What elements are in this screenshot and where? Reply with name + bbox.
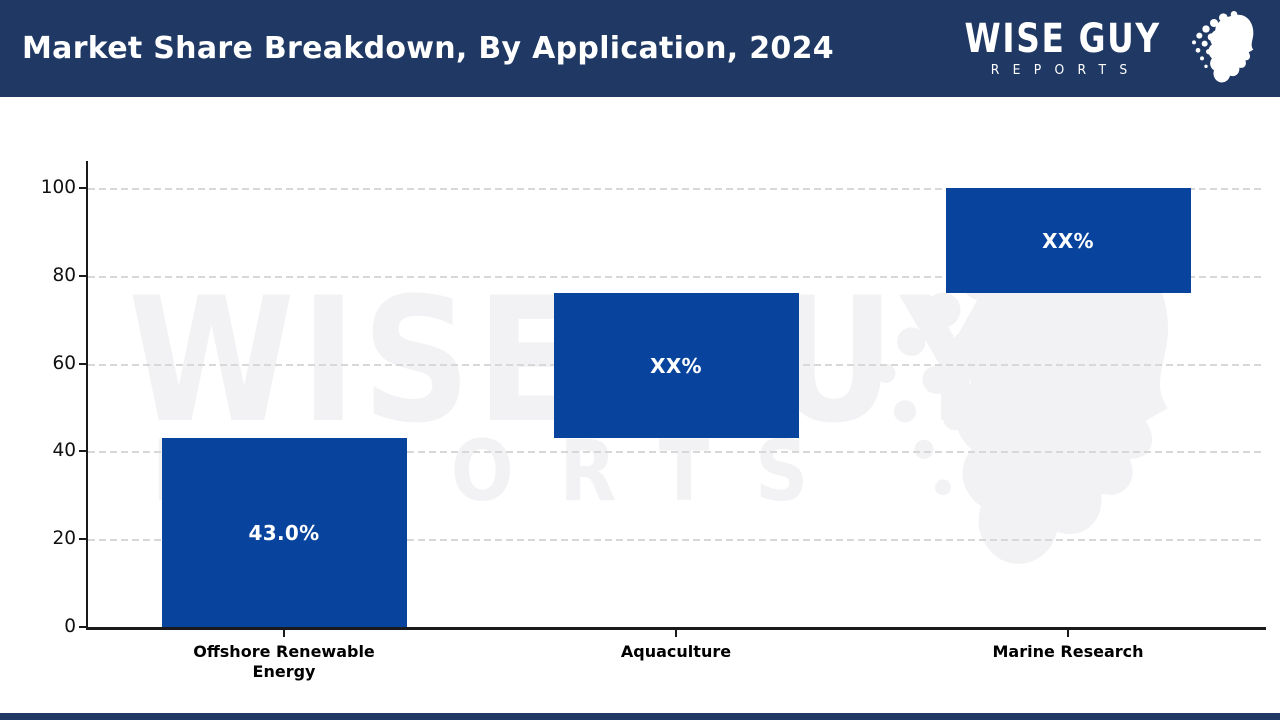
bar-value-label: XX% xyxy=(650,353,702,378)
bar-value-label: XX% xyxy=(1042,228,1094,253)
x-axis-line xyxy=(86,627,1266,630)
x-tick-mark xyxy=(1067,630,1069,637)
bar-segment: XX% xyxy=(553,293,799,439)
brand-name: WISE GUY xyxy=(964,16,1161,62)
y-tick-label: 0 xyxy=(64,616,76,637)
y-tick-label: 40 xyxy=(52,440,76,462)
y-tick-mark xyxy=(79,187,86,189)
brand-logo: WISE GUY REPORTS xyxy=(943,9,1258,89)
x-tick-mark xyxy=(675,630,677,637)
y-tick-label: 60 xyxy=(52,352,76,374)
header-bar: Market Share Breakdown, By Application, … xyxy=(0,0,1280,97)
x-category-label: Aquaculture xyxy=(620,642,732,661)
bar-segment: XX% xyxy=(945,188,1191,294)
x-category-label: Marine Research xyxy=(992,642,1144,661)
y-tick-label: 20 xyxy=(52,528,76,550)
y-tick-label: 80 xyxy=(52,264,76,286)
y-gridline xyxy=(88,188,1264,190)
footer-bar xyxy=(0,713,1280,720)
x-category-label: Offshore Renewable Energy xyxy=(193,642,375,681)
brand-face-icon xyxy=(1192,10,1254,82)
bar-value-label: 43.0% xyxy=(248,520,320,545)
y-tick-mark xyxy=(79,538,86,541)
y-tick-mark xyxy=(79,626,86,628)
x-tick-mark xyxy=(283,630,285,637)
brand-logo-text: WISE GUY REPORTS xyxy=(943,19,1182,78)
y-tick-mark xyxy=(79,450,86,453)
y-gridline xyxy=(88,451,1264,454)
page-title: Market Share Breakdown, By Application, … xyxy=(22,31,834,66)
y-axis-line xyxy=(86,161,88,630)
brand-subname: REPORTS xyxy=(990,63,1141,78)
y-tick-mark xyxy=(79,362,86,365)
y-tick-label: 100 xyxy=(40,177,76,198)
y-gridline xyxy=(88,539,1264,542)
bar-segment: 43.0% xyxy=(161,438,407,627)
chart-area: WISE GUY REPORTS 0 20 40 60 80 100 43.0% Offsho… xyxy=(0,97,1280,713)
y-tick-mark xyxy=(79,274,86,277)
y-gridline xyxy=(88,275,1264,278)
